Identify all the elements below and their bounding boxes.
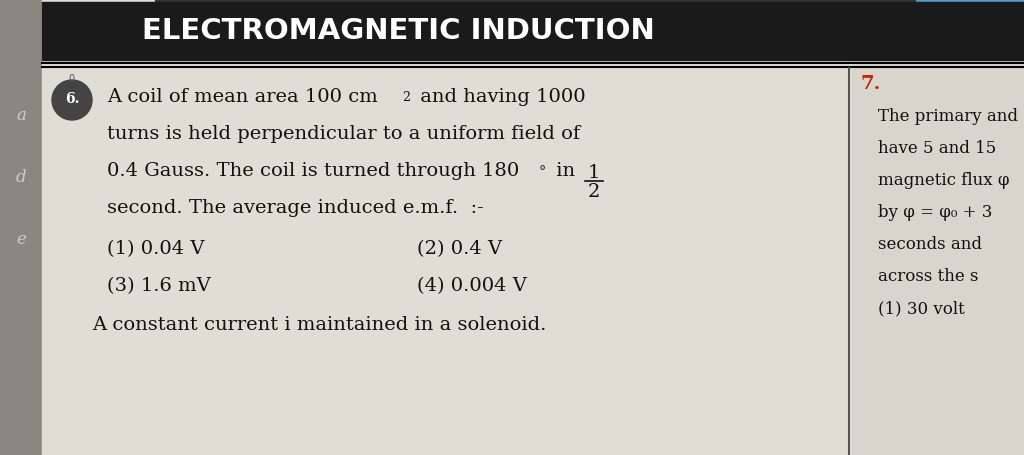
Text: The primary and: The primary and [878,108,1018,125]
Text: (1) 0.04 V: (1) 0.04 V [106,240,205,258]
Text: (3) 1.6 mV: (3) 1.6 mV [106,277,211,295]
Text: e: e [16,231,26,248]
Bar [42,2,1024,60]
Text: °: ° [539,165,546,179]
Text: magnetic flux φ: magnetic flux φ [878,172,1010,189]
Text: seconds and: seconds and [878,236,982,253]
Text: 7.: 7. [860,75,881,93]
Text: by φ = φ₀ + 3: by φ = φ₀ + 3 [878,204,992,221]
Text: have 5 and 15: have 5 and 15 [878,140,996,157]
Text: in: in [550,162,575,180]
Bar [155,0,915,25]
Text: 0.4 Gauss. The coil is turned through 180: 0.4 Gauss. The coil is turned through 18… [106,162,519,180]
Bar [42,0,852,455]
Text: second. The average induced e.m.f.  :-: second. The average induced e.m.f. :- [106,199,483,217]
Text: 2: 2 [402,91,411,104]
Text: d: d [15,168,27,186]
Circle shape [52,80,92,120]
Text: (4) 0.004 V: (4) 0.004 V [417,277,527,295]
Text: 2: 2 [588,183,600,201]
Text: across the s: across the s [878,268,979,285]
Text: 0: 0 [68,74,74,84]
Text: (2) 0.4 V: (2) 0.4 V [417,240,502,258]
Text: turns is held perpendicular to a uniform field of: turns is held perpendicular to a uniform… [106,125,581,143]
Text: A coil of mean area 100 cm: A coil of mean area 100 cm [106,88,378,106]
Text: 6.: 6. [65,92,79,106]
Text: A constant current i maintained in a solenoid.: A constant current i maintained in a sol… [92,316,547,334]
Text: ELECTROMAGNETIC INDUCTION: ELECTROMAGNETIC INDUCTION [142,17,654,45]
Text: 1: 1 [588,164,600,182]
Bar [852,0,1024,455]
Text: (1) 30 volt: (1) 30 volt [878,300,965,317]
Bar [890,0,1024,40]
Text: a: a [16,106,26,123]
Bar [0,0,42,455]
Text: and having 1000: and having 1000 [414,88,586,106]
